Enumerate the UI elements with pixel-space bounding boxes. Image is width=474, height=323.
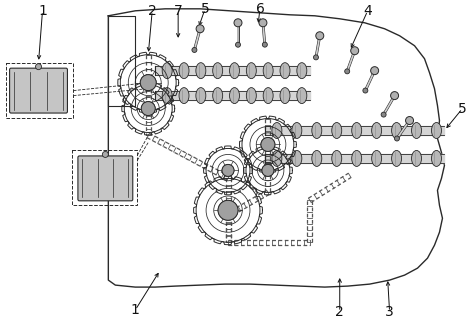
Ellipse shape xyxy=(246,88,256,104)
Circle shape xyxy=(141,101,155,116)
Bar xyxy=(73,151,137,205)
Text: 1: 1 xyxy=(38,4,47,18)
Circle shape xyxy=(345,69,350,74)
Ellipse shape xyxy=(332,151,342,166)
Ellipse shape xyxy=(179,88,189,104)
Ellipse shape xyxy=(312,151,322,166)
Ellipse shape xyxy=(263,88,273,104)
Circle shape xyxy=(316,32,324,40)
Circle shape xyxy=(222,164,234,176)
Text: 2: 2 xyxy=(148,4,156,18)
Circle shape xyxy=(218,200,238,220)
Circle shape xyxy=(371,67,379,75)
Circle shape xyxy=(363,88,368,93)
Ellipse shape xyxy=(411,151,421,166)
Ellipse shape xyxy=(272,122,282,139)
Ellipse shape xyxy=(213,88,223,104)
Circle shape xyxy=(262,164,274,176)
Circle shape xyxy=(394,136,400,141)
Ellipse shape xyxy=(312,122,322,139)
FancyBboxPatch shape xyxy=(78,156,133,201)
Ellipse shape xyxy=(372,151,382,166)
Ellipse shape xyxy=(352,122,362,139)
Circle shape xyxy=(196,25,204,33)
Ellipse shape xyxy=(280,63,290,78)
Ellipse shape xyxy=(196,88,206,104)
Ellipse shape xyxy=(213,63,223,78)
Text: 5: 5 xyxy=(201,2,210,16)
Ellipse shape xyxy=(229,88,239,104)
Ellipse shape xyxy=(272,151,282,166)
Ellipse shape xyxy=(246,63,256,78)
Text: 3: 3 xyxy=(385,305,394,319)
Text: 6: 6 xyxy=(255,2,264,16)
Ellipse shape xyxy=(431,151,441,166)
Ellipse shape xyxy=(229,63,239,78)
Circle shape xyxy=(262,42,267,47)
Ellipse shape xyxy=(431,122,441,139)
Circle shape xyxy=(140,75,156,91)
Text: 1: 1 xyxy=(131,303,140,317)
Ellipse shape xyxy=(392,122,401,139)
Ellipse shape xyxy=(297,63,307,78)
Circle shape xyxy=(381,112,386,117)
Text: 7: 7 xyxy=(174,4,182,18)
Ellipse shape xyxy=(179,63,189,78)
Ellipse shape xyxy=(411,122,421,139)
Circle shape xyxy=(192,47,197,52)
Ellipse shape xyxy=(263,63,273,78)
Text: 5: 5 xyxy=(458,101,467,116)
Ellipse shape xyxy=(162,63,172,78)
Circle shape xyxy=(406,117,413,125)
Text: 4: 4 xyxy=(363,4,372,18)
Bar xyxy=(6,63,73,118)
Ellipse shape xyxy=(292,151,302,166)
Ellipse shape xyxy=(372,122,382,139)
Ellipse shape xyxy=(292,122,302,139)
Circle shape xyxy=(236,42,240,47)
Ellipse shape xyxy=(297,88,307,104)
Circle shape xyxy=(259,19,267,27)
Circle shape xyxy=(351,47,359,55)
Circle shape xyxy=(234,19,242,27)
Circle shape xyxy=(391,92,399,99)
Circle shape xyxy=(102,151,109,157)
Ellipse shape xyxy=(196,63,206,78)
Ellipse shape xyxy=(352,151,362,166)
FancyBboxPatch shape xyxy=(9,68,67,113)
Circle shape xyxy=(261,138,275,151)
Ellipse shape xyxy=(162,88,172,104)
Circle shape xyxy=(36,64,42,70)
Ellipse shape xyxy=(280,88,290,104)
Circle shape xyxy=(313,55,319,60)
Ellipse shape xyxy=(392,151,401,166)
Ellipse shape xyxy=(332,122,342,139)
Text: 2: 2 xyxy=(336,305,344,319)
